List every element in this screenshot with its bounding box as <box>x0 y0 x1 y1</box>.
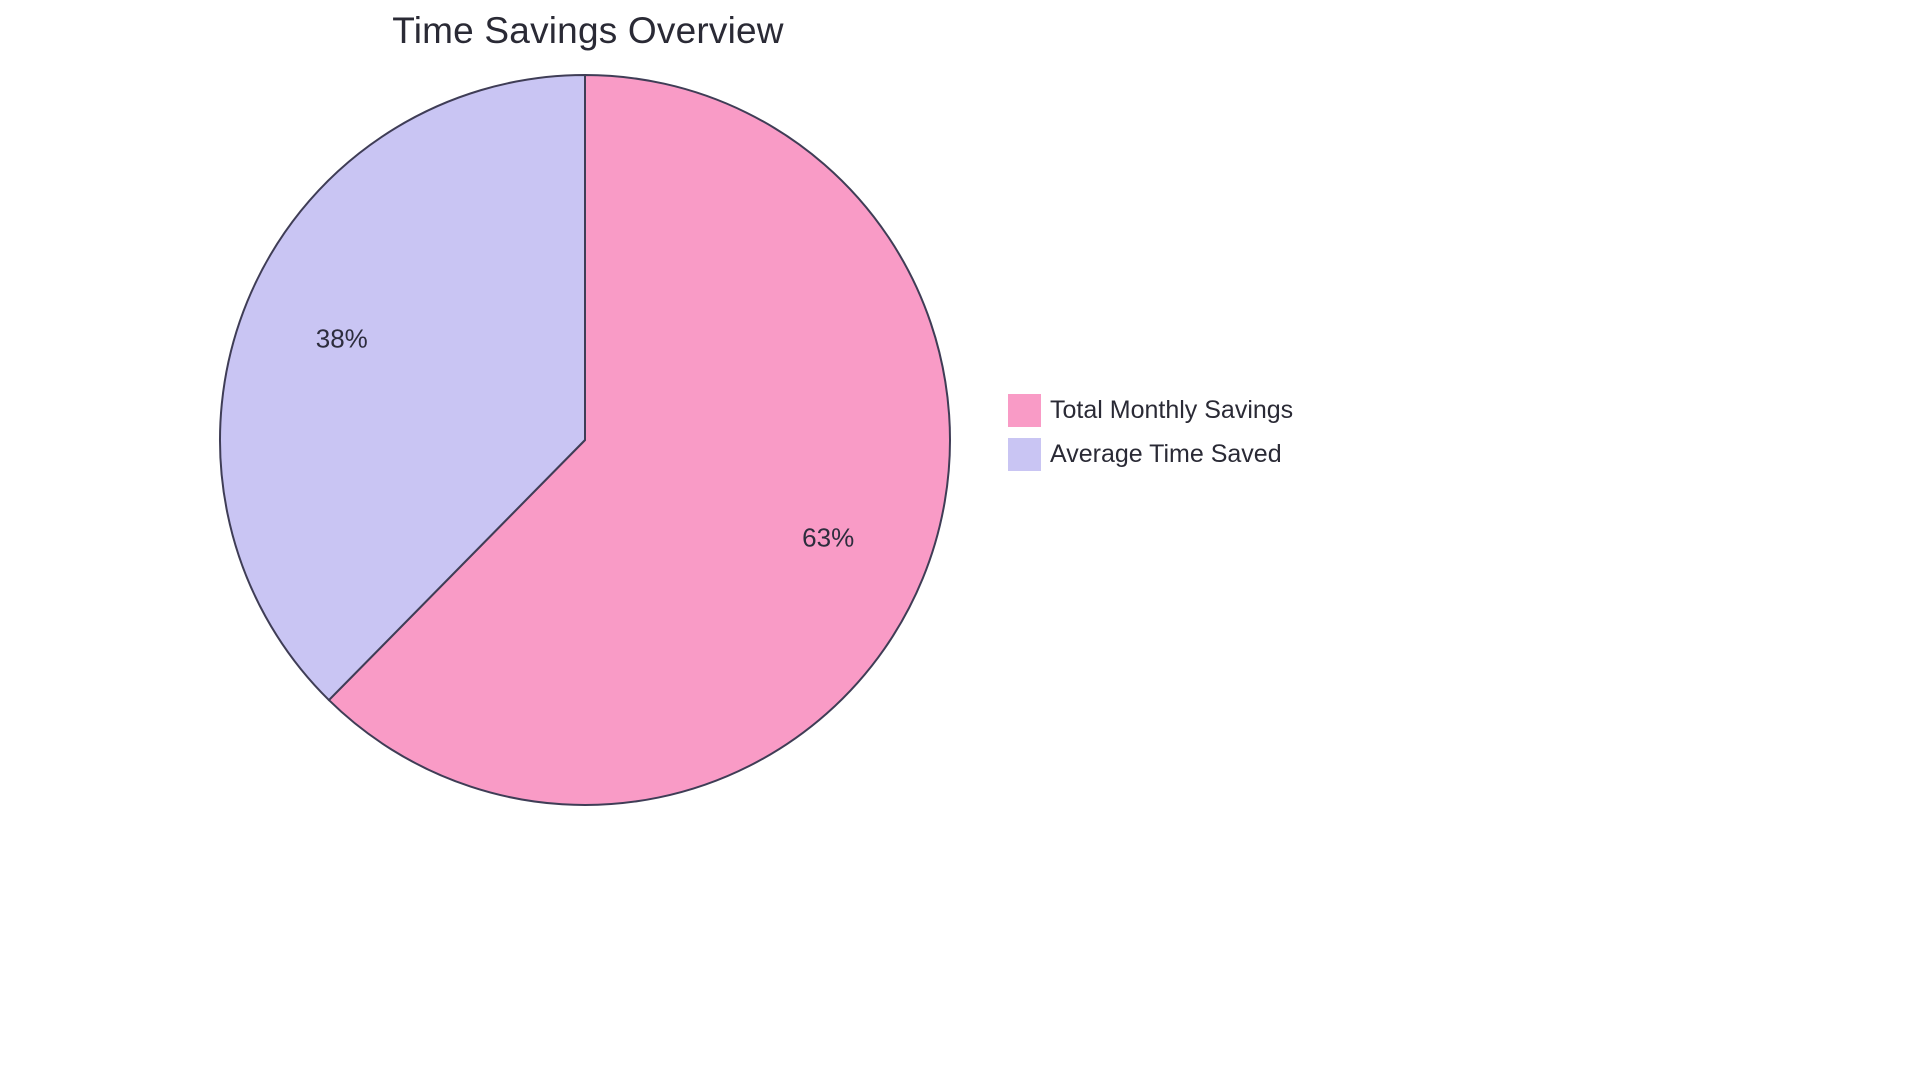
legend-label: Average Time Saved <box>1050 440 1282 468</box>
legend-label: Total Monthly Savings <box>1050 396 1294 424</box>
legend-swatch-icon <box>1008 438 1041 471</box>
legend-item-0[interactable]: Total Monthly Savings <box>1008 394 1293 427</box>
slice-percent-label-1: 38% <box>316 323 368 353</box>
chart-title: Time Savings Overview <box>392 10 784 51</box>
pie-slice-1[interactable] <box>219 74 586 702</box>
slice-percent-label-0: 63% <box>802 522 854 552</box>
legend-swatch-icon <box>1008 394 1041 427</box>
legend: Total Monthly Savings Average Time Saved <box>1008 394 1293 482</box>
legend-item-1[interactable]: Average Time Saved <box>1008 438 1293 471</box>
pie-slice-0[interactable] <box>327 74 952 806</box>
